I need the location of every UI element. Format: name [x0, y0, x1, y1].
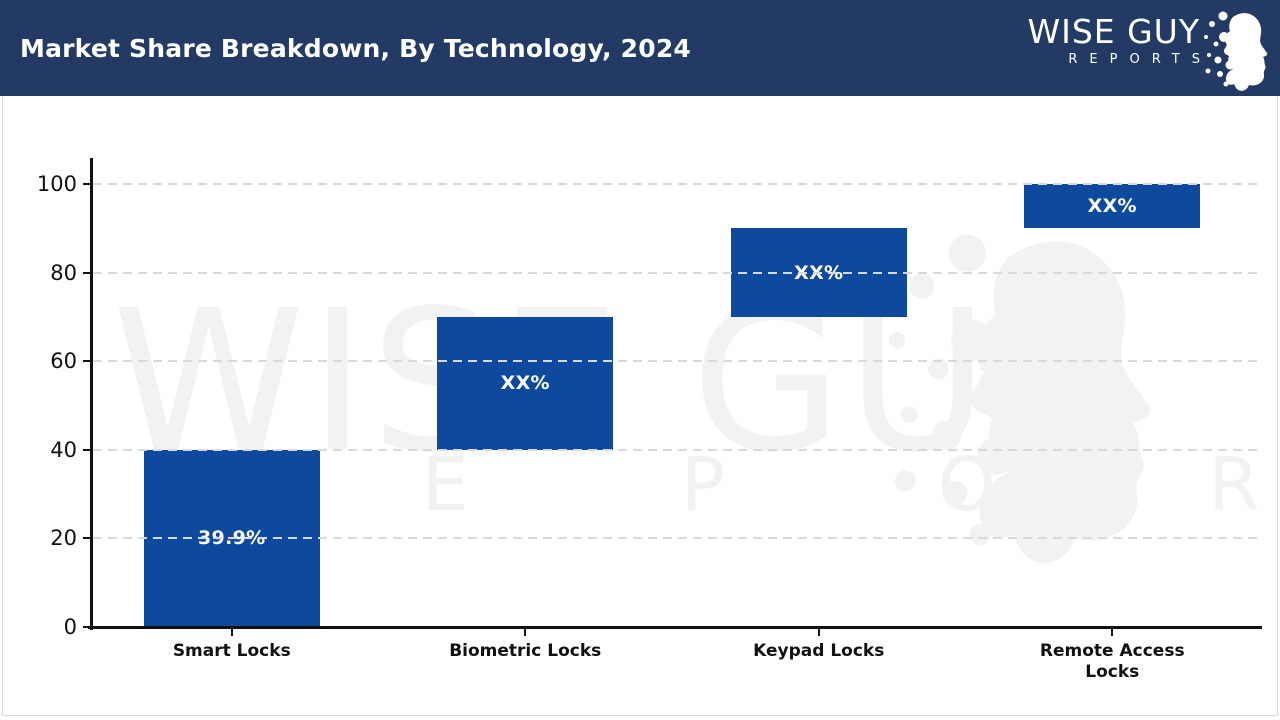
x-category-label: Smart Locks — [172, 641, 291, 661]
bar-value-label: XX% — [1087, 195, 1137, 218]
x-tick-3 — [817, 629, 820, 636]
y-tick-40 — [83, 448, 90, 451]
y-tick-100 — [83, 183, 90, 185]
y-tick-label-0: 0 — [63, 615, 77, 639]
y-tick-label-40: 40 — [50, 437, 77, 462]
logo-wordmark: WISE GUY REPORTS — [1027, 12, 1200, 67]
logo-head-icon — [1204, 11, 1268, 91]
x-tick-2 — [524, 629, 527, 636]
bar-remote-access-locks: XX% — [1024, 184, 1201, 229]
y-tick-label-60: 60 — [50, 349, 77, 374]
y-tick-0 — [83, 626, 90, 628]
page-title: Market Share Breakdown, By Technology, 2… — [20, 33, 692, 63]
y-tick-60 — [83, 360, 90, 363]
x-tick-1 — [230, 629, 233, 636]
y-axis-spine — [90, 158, 93, 630]
header-bar: Market Share Breakdown, By Technology, 2… — [0, 0, 1280, 96]
y-tick-label-20: 20 — [50, 526, 77, 551]
y-tick-label-80: 80 — [50, 260, 77, 285]
x-axis-spine — [88, 626, 1262, 629]
y-tick-label-100: 100 — [36, 172, 77, 196]
bar-value-label: XX% — [500, 372, 550, 395]
logo-wordmark-line1: WISE GUY — [1027, 12, 1200, 51]
bar-biometric-locks: XX% — [437, 316, 614, 450]
y-tick-80 — [83, 271, 90, 274]
wise-guy-reports-logo: WISE GUY REPORTS — [1010, 4, 1270, 94]
logo-wordmark-line2: REPORTS — [1068, 52, 1212, 68]
x-category-label: Keypad Locks — [753, 641, 885, 661]
y-tick-20 — [83, 537, 90, 540]
x-category-label: Biometric Locks — [449, 641, 602, 661]
x-category-label: Remote Access Locks — [1039, 641, 1185, 682]
x-tick-4 — [1111, 629, 1114, 636]
